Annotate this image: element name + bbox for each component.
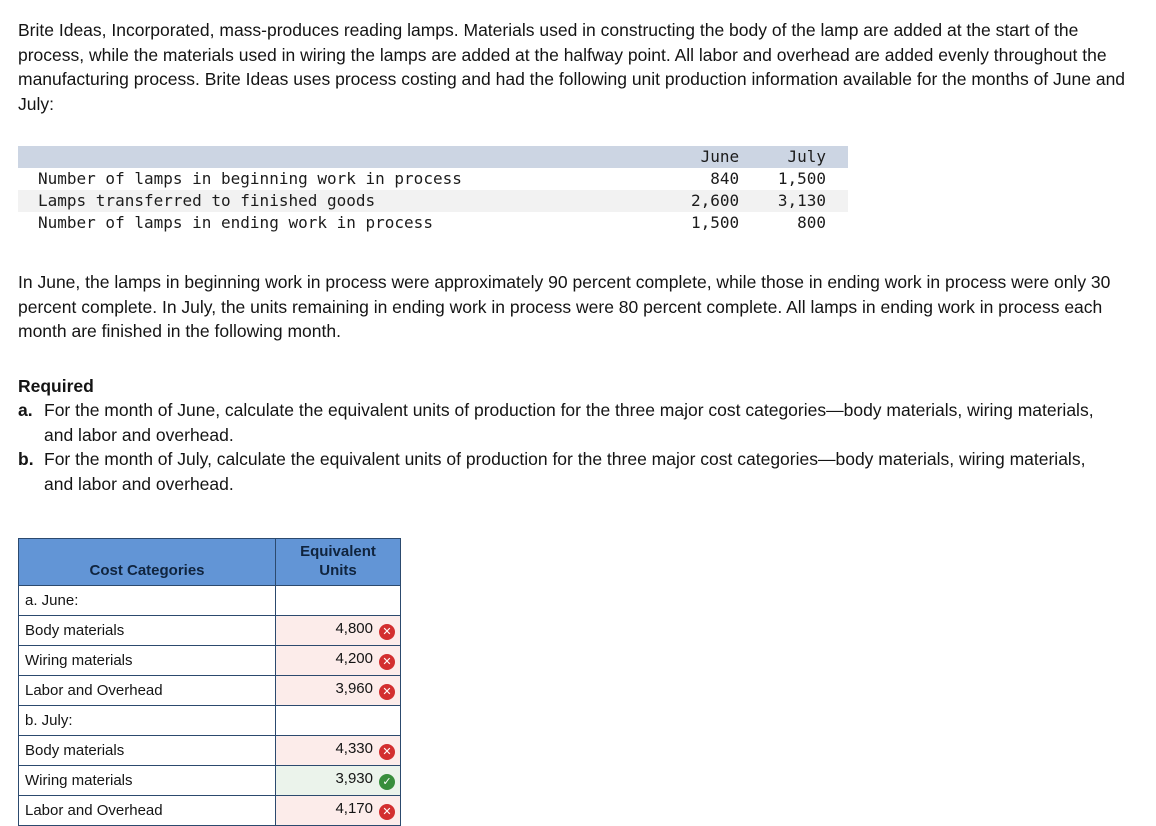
answer-table-header-row: Cost Categories Equivalent Units bbox=[18, 538, 401, 586]
cost-category-label: Body materials bbox=[18, 614, 276, 646]
required-item-text: For the month of July, calculate the equ… bbox=[44, 449, 1086, 494]
equivalent-units-input[interactable]: 4,200 ✕ bbox=[275, 644, 401, 676]
required-item-text: For the month of June, calculate the equ… bbox=[44, 400, 1094, 445]
required-item-b: b. For the month of July, calculate the … bbox=[18, 447, 1098, 496]
answer-row: Body materials 4,330 ✕ bbox=[18, 734, 401, 766]
unit-row-june-value: 2,600 bbox=[690, 191, 740, 210]
answer-row: Wiring materials 4,200 ✕ bbox=[18, 644, 401, 676]
cost-category-label: Body materials bbox=[18, 734, 276, 766]
header-cost-categories: Cost Categories bbox=[18, 538, 276, 586]
problem-statement: Brite Ideas, Incorporated, mass-produces… bbox=[18, 20, 1126, 114]
equivalent-units-input[interactable]: 3,930 ✓ bbox=[275, 764, 401, 796]
unit-table-header-row: June July bbox=[18, 146, 848, 168]
cost-category-label: Wiring materials bbox=[18, 644, 276, 676]
unit-row-july-value: 800 bbox=[797, 213, 826, 232]
answer-row: Labor and Overhead 3,960 ✕ bbox=[18, 674, 401, 706]
section-label: a. June: bbox=[18, 584, 276, 616]
unit-table-header-june: June bbox=[700, 147, 740, 166]
required-item-letter: a. bbox=[18, 400, 33, 420]
equivalent-units-value: 4,800 bbox=[335, 620, 373, 637]
unit-row-label: Number of lamps in beginning work in pro… bbox=[38, 169, 462, 188]
answer-row: Labor and Overhead 4,170 ✕ bbox=[18, 794, 401, 826]
correct-check-icon: ✓ bbox=[379, 774, 395, 790]
answer-section-row: b. July: bbox=[18, 704, 401, 736]
equivalent-units-value: 4,330 bbox=[335, 740, 373, 757]
unit-row-july-value: 3,130 bbox=[777, 191, 826, 210]
incorrect-x-icon: ✕ bbox=[379, 684, 395, 700]
section-label: b. July: bbox=[18, 704, 276, 736]
empty-cell bbox=[275, 704, 401, 736]
cost-category-label: Wiring materials bbox=[18, 764, 276, 796]
unit-table-header-july: July bbox=[787, 147, 826, 166]
answer-row: Wiring materials 3,930 ✓ bbox=[18, 764, 401, 796]
equivalent-units-answer-table: Cost Categories Equivalent Units a. June… bbox=[18, 538, 401, 826]
equivalent-units-input[interactable]: 4,170 ✕ bbox=[275, 794, 401, 826]
required-item-letter: b. bbox=[18, 449, 34, 469]
incorrect-x-icon: ✕ bbox=[379, 624, 395, 640]
cost-category-label: Labor and Overhead bbox=[18, 794, 276, 826]
equivalent-units-value: 4,170 bbox=[335, 800, 373, 817]
equivalent-units-value: 4,200 bbox=[335, 650, 373, 667]
required-section: Required a. For the month of June, calcu… bbox=[18, 374, 1098, 497]
equivalent-units-value: 3,930 bbox=[335, 770, 373, 787]
incorrect-x-icon: ✕ bbox=[379, 804, 395, 820]
equivalent-units-input[interactable]: 4,330 ✕ bbox=[275, 734, 401, 766]
required-heading: Required bbox=[18, 375, 94, 396]
cost-category-label: Labor and Overhead bbox=[18, 674, 276, 706]
incorrect-x-icon: ✕ bbox=[379, 744, 395, 760]
unit-table-row: Number of lamps in beginning work in pro… bbox=[18, 168, 848, 190]
answer-row: Body materials 4,800 ✕ bbox=[18, 614, 401, 646]
unit-row-label: Lamps transferred to finished goods bbox=[38, 191, 376, 210]
unit-row-june-value: 840 bbox=[710, 169, 740, 188]
unit-table-empty-header bbox=[18, 146, 647, 168]
unit-row-july-value: 1,500 bbox=[777, 169, 826, 188]
unit-production-table: June July Number of lamps in beginning w… bbox=[18, 146, 848, 234]
answer-section-row: a. June: bbox=[18, 584, 401, 616]
header-equivalent-units: Equivalent Units bbox=[275, 538, 401, 586]
completion-details: In June, the lamps in beginning work in … bbox=[18, 272, 1111, 341]
unit-row-label: Number of lamps in ending work in proces… bbox=[38, 213, 433, 232]
unit-table-row: Lamps transferred to finished goods 2,600… bbox=[18, 190, 848, 212]
incorrect-x-icon: ✕ bbox=[379, 654, 395, 670]
equivalent-units-input[interactable]: 4,800 ✕ bbox=[275, 614, 401, 646]
equivalent-units-input[interactable]: 3,960 ✕ bbox=[275, 674, 401, 706]
unit-table-row: Number of lamps in ending work in proces… bbox=[18, 212, 848, 234]
equivalent-units-value: 3,960 bbox=[335, 680, 373, 697]
unit-row-june-value: 1,500 bbox=[690, 213, 740, 232]
required-item-a: a. For the month of June, calculate the … bbox=[18, 398, 1098, 447]
empty-cell bbox=[275, 584, 401, 616]
